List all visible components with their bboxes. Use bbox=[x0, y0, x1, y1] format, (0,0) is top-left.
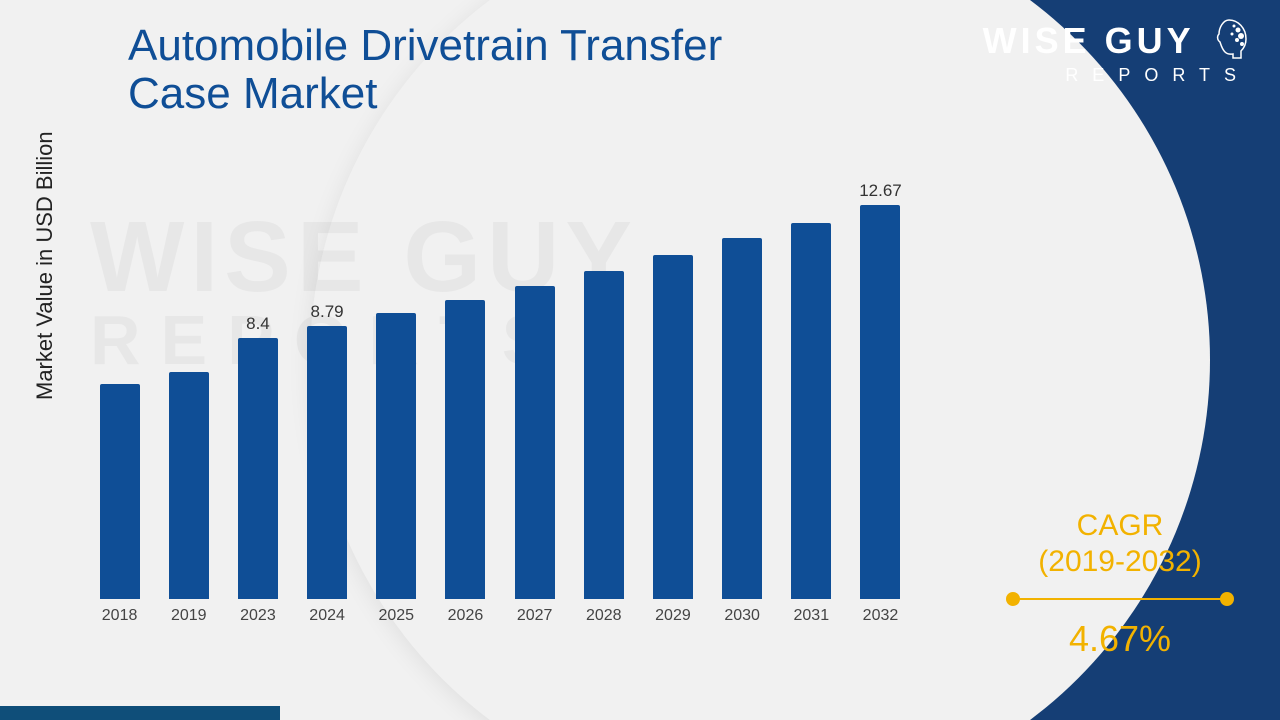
x-tick-label: 2027 bbox=[517, 607, 553, 625]
bar-value-label: 12.67 bbox=[859, 181, 902, 199]
bar bbox=[791, 223, 831, 599]
bar-slot: 8.42023 bbox=[223, 314, 292, 599]
bar-slot: 2019 bbox=[154, 348, 223, 599]
bar-slot: 2026 bbox=[431, 276, 500, 599]
bar-slot: 2029 bbox=[638, 231, 707, 599]
divider-dot-icon bbox=[1220, 592, 1234, 606]
bar-slot: 12.672032 bbox=[846, 181, 915, 599]
cagr-block: CAGR (2019-2032) 4.67% bbox=[1000, 508, 1240, 660]
x-tick-label: 2030 bbox=[724, 607, 760, 625]
footer-accent-bar bbox=[0, 706, 280, 720]
x-tick-label: 2023 bbox=[240, 607, 276, 625]
x-tick-label: 2018 bbox=[102, 607, 138, 625]
x-tick-label: 2025 bbox=[378, 607, 414, 625]
x-tick-label: 2031 bbox=[794, 607, 830, 625]
cagr-value: 4.67% bbox=[1000, 618, 1240, 660]
bar-slot: 2028 bbox=[569, 247, 638, 599]
bar bbox=[515, 286, 555, 599]
cagr-title: CAGR bbox=[1077, 509, 1164, 542]
cagr-divider bbox=[1000, 594, 1240, 604]
bar-slot: 8.792024 bbox=[293, 302, 362, 599]
bar bbox=[100, 384, 140, 599]
bar-slot: 2018 bbox=[85, 360, 154, 599]
x-tick-label: 2029 bbox=[655, 607, 691, 625]
x-tick-label: 2032 bbox=[863, 607, 899, 625]
bar-slot: 2027 bbox=[500, 262, 569, 599]
bar bbox=[376, 313, 416, 599]
logo-head-icon bbox=[1208, 18, 1250, 69]
brand-logo: WISE GUY REPORTS bbox=[980, 18, 1250, 86]
bar bbox=[307, 326, 347, 599]
chart-title: Automobile Drivetrain Transfer Case Mark… bbox=[128, 22, 768, 119]
x-tick-label: 2019 bbox=[171, 607, 207, 625]
bar-chart: 201820198.420238.79202420252026202720282… bbox=[85, 170, 915, 630]
bar-slot: 2031 bbox=[777, 199, 846, 599]
bar-slot: 2030 bbox=[708, 214, 777, 599]
bars-container: 201820198.420238.79202420252026202720282… bbox=[85, 169, 915, 600]
bar bbox=[169, 372, 209, 599]
x-tick-label: 2024 bbox=[309, 607, 345, 625]
y-axis-label: Market Value in USD Billion bbox=[32, 131, 58, 400]
bar bbox=[653, 255, 693, 599]
chart-stage: WISE GUY REPORTS Automobile Drivetrain T… bbox=[0, 0, 1280, 720]
x-tick-label: 2028 bbox=[586, 607, 622, 625]
bar bbox=[445, 300, 485, 599]
logo-text-top: WISE GUY bbox=[983, 20, 1194, 61]
bar bbox=[722, 238, 762, 599]
cagr-period: (2019-2032) bbox=[1038, 545, 1201, 578]
bar bbox=[584, 271, 624, 599]
bar-value-label: 8.4 bbox=[246, 314, 270, 332]
divider-line bbox=[1010, 598, 1230, 600]
bar-value-label: 8.79 bbox=[311, 302, 344, 320]
x-tick-label: 2026 bbox=[448, 607, 484, 625]
bar-slot: 2025 bbox=[362, 289, 431, 599]
bar bbox=[860, 205, 900, 599]
bar bbox=[238, 338, 278, 599]
